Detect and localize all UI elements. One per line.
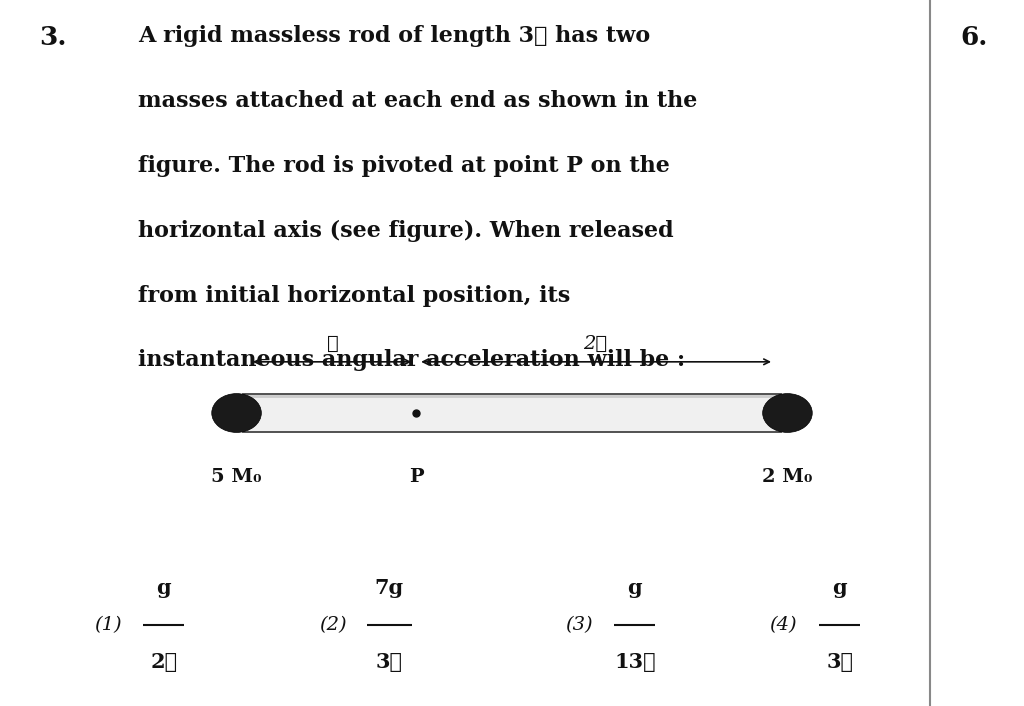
Text: 7g: 7g — [375, 578, 403, 598]
Text: 2 M₀: 2 M₀ — [762, 468, 813, 486]
Bar — [244, 394, 780, 432]
Ellipse shape — [212, 393, 261, 432]
Text: g: g — [628, 578, 642, 598]
Text: (4): (4) — [770, 616, 797, 634]
Text: figure. The rod is pivoted at point P on the: figure. The rod is pivoted at point P on… — [138, 155, 670, 176]
Ellipse shape — [763, 393, 812, 432]
Text: P: P — [409, 468, 424, 486]
Text: horizontal axis (see figure). When released: horizontal axis (see figure). When relea… — [138, 220, 674, 241]
Text: (3): (3) — [565, 616, 592, 634]
Text: g: g — [833, 578, 847, 598]
Text: 6.: 6. — [961, 25, 988, 49]
Text: instantaneous angular acceleration will be :: instantaneous angular acceleration will … — [138, 349, 685, 371]
Text: A rigid massless rod of length 3ℓ has two: A rigid massless rod of length 3ℓ has tw… — [138, 25, 650, 47]
Text: ℓ: ℓ — [328, 335, 339, 353]
Text: 2ℓ: 2ℓ — [151, 652, 177, 671]
Text: g: g — [157, 578, 171, 598]
Text: 3ℓ: 3ℓ — [376, 652, 402, 671]
Text: 3ℓ: 3ℓ — [826, 652, 853, 671]
Text: 5 M₀: 5 M₀ — [211, 468, 262, 486]
Text: (1): (1) — [94, 616, 121, 634]
Text: from initial horizontal position, its: from initial horizontal position, its — [138, 285, 570, 306]
Text: masses attached at each end as shown in the: masses attached at each end as shown in … — [138, 90, 697, 112]
Text: (2): (2) — [319, 616, 346, 634]
Text: 2ℓ: 2ℓ — [583, 335, 607, 353]
Text: 3.: 3. — [39, 25, 67, 49]
Text: 13ℓ: 13ℓ — [614, 652, 655, 671]
